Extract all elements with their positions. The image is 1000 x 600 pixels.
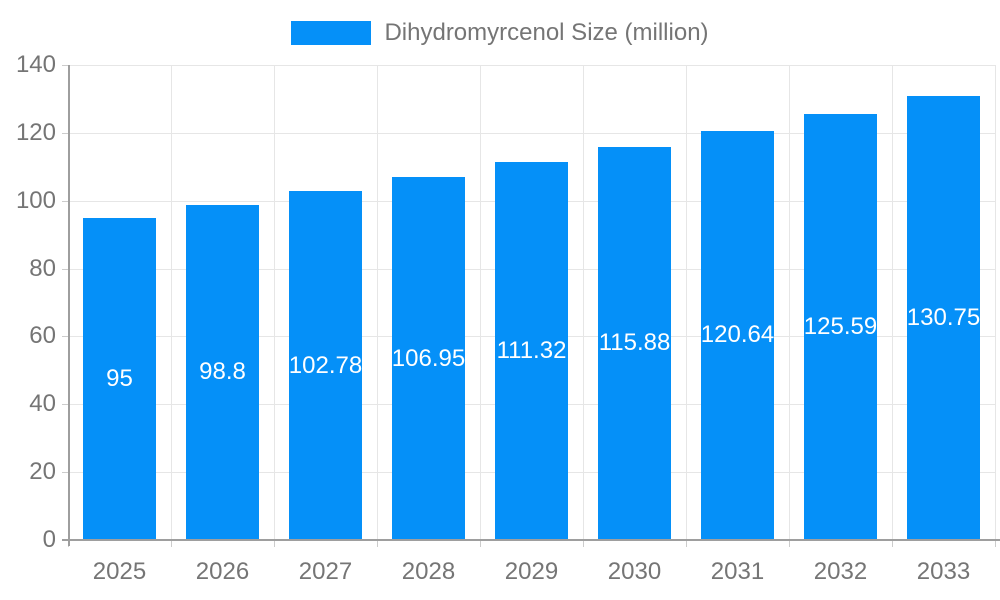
x-gridline (891, 65, 893, 540)
bar[interactable] (289, 191, 362, 540)
legend-label: Dihydromyrcenol Size (million) (384, 19, 709, 46)
bar[interactable] (83, 217, 156, 540)
x-axis-label: 2033 (916, 558, 971, 585)
bar-value-label: 106.95 (391, 344, 466, 372)
x-axis-label: 2031 (710, 558, 765, 585)
x-axis-tick (480, 540, 481, 547)
bar[interactable] (907, 96, 980, 540)
y-axis-label: 80 (29, 254, 56, 282)
x-gridline (788, 65, 790, 540)
x-axis-label: 2025 (92, 558, 147, 585)
x-axis-tick (892, 540, 893, 547)
y-axis-label: 60 (29, 322, 56, 350)
x-axis-tick (171, 540, 172, 547)
bar[interactable] (701, 130, 774, 540)
x-axis-label: 2029 (504, 558, 559, 585)
x-axis-tick (995, 540, 996, 547)
bar[interactable] (495, 162, 568, 540)
bar-value-label: 111.32 (496, 337, 567, 365)
bar-value-label: 120.64 (700, 321, 775, 349)
x-gridline (170, 65, 172, 540)
y-axis-tick (62, 65, 68, 66)
bar[interactable] (598, 146, 671, 540)
x-axis-tick (274, 540, 275, 547)
bar[interactable] (186, 204, 259, 540)
x-gridline (685, 65, 687, 540)
y-axis-label: 20 (29, 458, 56, 486)
y-axis-label: 120 (15, 118, 56, 146)
y-axis-line (68, 65, 70, 546)
x-axis-label: 2028 (401, 558, 456, 585)
y-axis-tick (62, 200, 68, 202)
legend-swatch (291, 21, 372, 45)
bar[interactable] (392, 177, 465, 540)
x-axis-tick (686, 540, 687, 547)
x-axis-tick (583, 540, 584, 547)
x-gridline (994, 65, 996, 540)
x-gridline (479, 65, 481, 540)
chart-legend[interactable]: Dihydromyrcenol Size (million) (0, 18, 1000, 48)
plot-area: 95 98.8 102.78 106.95 111.32 115.88 120.64 125.… (68, 65, 996, 540)
y-axis-label: 0 (42, 526, 56, 553)
bar-value-label: 95 (106, 364, 133, 392)
y-gridline (68, 132, 995, 134)
y-axis-label: 100 (15, 186, 56, 214)
bar[interactable] (804, 113, 877, 540)
y-axis-tick (62, 268, 68, 270)
y-axis-tick (62, 336, 68, 338)
y-axis-label: 40 (29, 390, 56, 418)
bar-value-label: 98.8 (199, 358, 246, 386)
x-axis-tick (377, 540, 378, 547)
x-axis-label: 2030 (607, 558, 662, 585)
x-axis-label: 2026 (195, 558, 250, 585)
bar-value-label: 125.59 (803, 312, 878, 340)
x-axis-tick (789, 540, 790, 547)
y-axis-label: 140 (15, 51, 56, 78)
bar-value-label: 102.78 (288, 351, 363, 379)
x-axis-label: 2032 (813, 558, 868, 585)
bar-value-label: 130.75 (906, 304, 981, 332)
x-axis-label: 2027 (298, 558, 353, 585)
y-axis-tick (62, 132, 68, 134)
x-gridline (273, 65, 275, 540)
y-gridline (68, 65, 995, 66)
y-axis-tick (62, 404, 68, 406)
y-axis-tick (62, 472, 68, 474)
x-gridline (582, 65, 584, 540)
bar-value-label: 115.88 (598, 329, 671, 357)
x-gridline (376, 65, 378, 540)
x-axis-line (62, 539, 1000, 541)
